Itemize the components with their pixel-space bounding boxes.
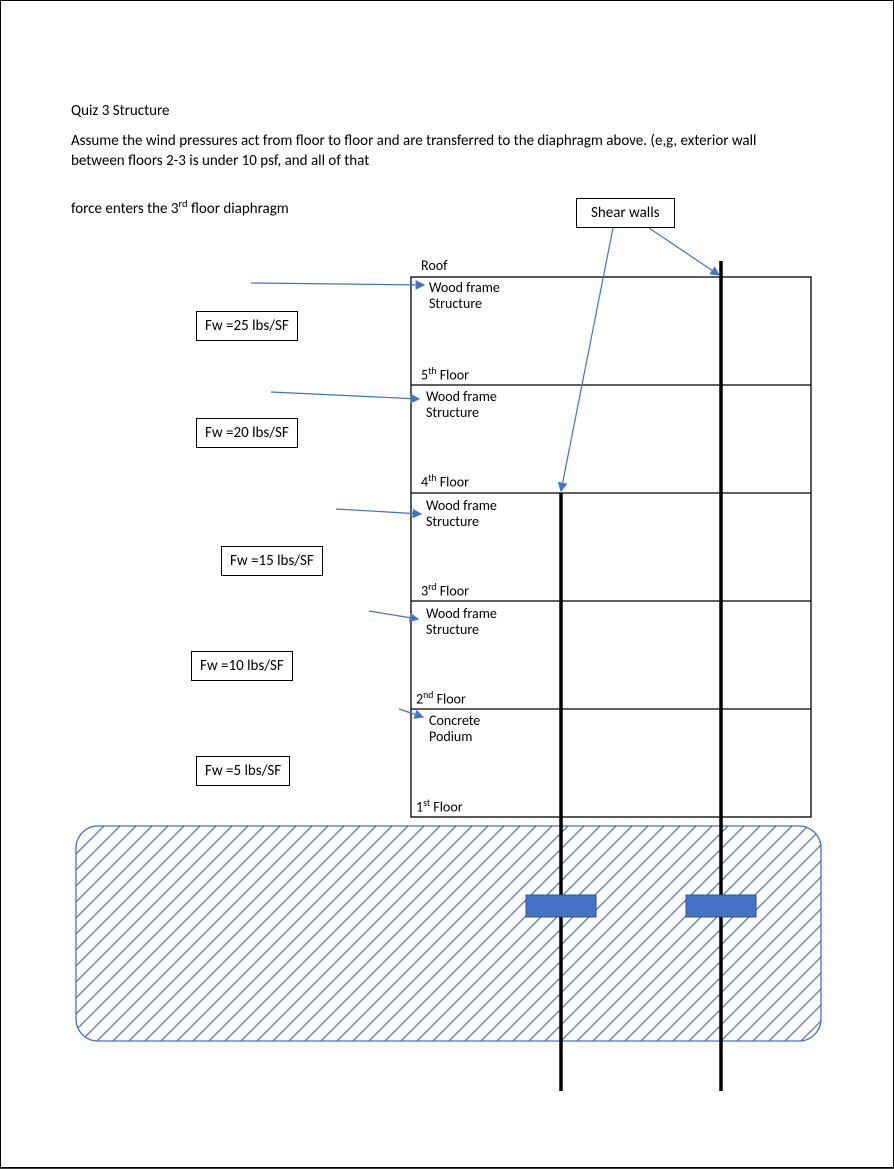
page: Quiz 3 Structure Assume the wind pressur… xyxy=(0,0,894,1168)
intro-paragraph-1: Assume the wind pressures act from floor… xyxy=(71,131,811,172)
fw-box-10: Fw =10 lbs/SF xyxy=(191,651,293,681)
ground-hatch xyxy=(76,826,821,1041)
floor-2-label: 2nd Floor xyxy=(416,689,466,708)
fw-box-5: Fw =5 lbs/SF xyxy=(196,756,290,786)
floor-3-label: 3rd Floor xyxy=(421,581,469,600)
fw-box-25: Fw =25 lbs/SF xyxy=(196,311,298,341)
wind-arrow-15 xyxy=(336,509,421,514)
footing-left xyxy=(526,895,596,917)
roof-label: Roof xyxy=(421,257,447,274)
struct-label-1: ConcretePodium xyxy=(429,713,480,745)
fw-box-15: Fw =15 lbs/SF xyxy=(221,546,323,576)
struct-label-3: Wood frameStructure xyxy=(426,498,497,530)
floor-1-label: 1st Floor xyxy=(416,797,463,816)
shear-walls-label-box: Shear walls xyxy=(576,198,675,228)
shear-pointer-1 xyxy=(561,228,613,491)
floor-5-label: 5th Floor xyxy=(421,365,469,384)
fw-box-20: Fw =20 lbs/SF xyxy=(196,418,298,448)
wind-arrow-20 xyxy=(271,392,419,399)
intro-paragraph-2: force enters the 3rd floor diaphragm xyxy=(71,197,289,219)
struct-label-2: Wood frameStructure xyxy=(426,606,497,638)
floor-4-label: 4th Floor xyxy=(421,472,469,491)
struct-label-4: Wood frameStructure xyxy=(426,389,497,421)
footing-right xyxy=(686,895,756,917)
wind-arrow-5 xyxy=(399,709,423,717)
wind-arrow-10 xyxy=(369,611,418,619)
struct-label-5: Wood frameStructure xyxy=(429,280,500,312)
wind-arrow-25 xyxy=(251,283,424,285)
shear-pointer-2 xyxy=(649,228,719,275)
quiz-title: Quiz 3 Structure xyxy=(71,101,170,121)
